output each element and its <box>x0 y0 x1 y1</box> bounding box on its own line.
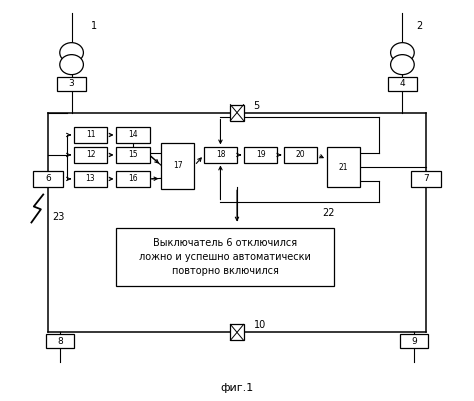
Text: 12: 12 <box>86 150 95 160</box>
Bar <box>117 128 150 143</box>
Circle shape <box>60 55 83 75</box>
Text: 9: 9 <box>411 337 417 346</box>
Text: 14: 14 <box>128 130 138 140</box>
Text: Выключатель 6 отключился
ложно и успешно автоматически
повторно включился: Выключатель 6 отключился ложно и успешно… <box>139 239 311 276</box>
Bar <box>74 171 107 186</box>
Bar <box>74 128 107 143</box>
Bar <box>230 105 244 121</box>
Bar <box>57 77 86 91</box>
Text: 18: 18 <box>216 150 225 160</box>
Bar <box>204 147 237 162</box>
Bar <box>117 171 150 186</box>
Text: 2: 2 <box>417 21 423 30</box>
Bar <box>388 77 417 91</box>
Bar <box>33 171 63 186</box>
Text: 1: 1 <box>91 21 97 30</box>
Bar <box>117 147 150 162</box>
Text: 15: 15 <box>128 150 138 160</box>
Text: 20: 20 <box>296 150 306 160</box>
Text: 23: 23 <box>53 213 65 223</box>
Bar <box>74 147 107 162</box>
Text: 8: 8 <box>57 337 63 346</box>
Bar <box>411 171 441 186</box>
Circle shape <box>391 55 414 75</box>
Bar <box>117 229 334 286</box>
Bar <box>230 324 244 340</box>
Circle shape <box>391 43 414 63</box>
Text: 21: 21 <box>338 163 348 172</box>
Text: 16: 16 <box>128 174 138 183</box>
Text: 3: 3 <box>69 79 74 88</box>
Text: 5: 5 <box>254 101 260 111</box>
Bar <box>161 143 194 188</box>
Text: 10: 10 <box>254 320 266 330</box>
Circle shape <box>60 43 83 63</box>
Text: 22: 22 <box>322 209 335 219</box>
Text: 11: 11 <box>86 130 95 140</box>
Bar <box>46 334 74 348</box>
Text: 19: 19 <box>256 150 265 160</box>
Text: 13: 13 <box>86 174 95 183</box>
Text: 4: 4 <box>400 79 405 88</box>
Text: 7: 7 <box>423 174 429 183</box>
Bar <box>284 147 318 162</box>
Text: 17: 17 <box>173 161 183 170</box>
Bar <box>244 147 277 162</box>
Bar <box>327 147 360 187</box>
Text: фиг.1: фиг.1 <box>220 383 254 393</box>
Text: 6: 6 <box>45 174 51 183</box>
Bar <box>400 334 428 348</box>
